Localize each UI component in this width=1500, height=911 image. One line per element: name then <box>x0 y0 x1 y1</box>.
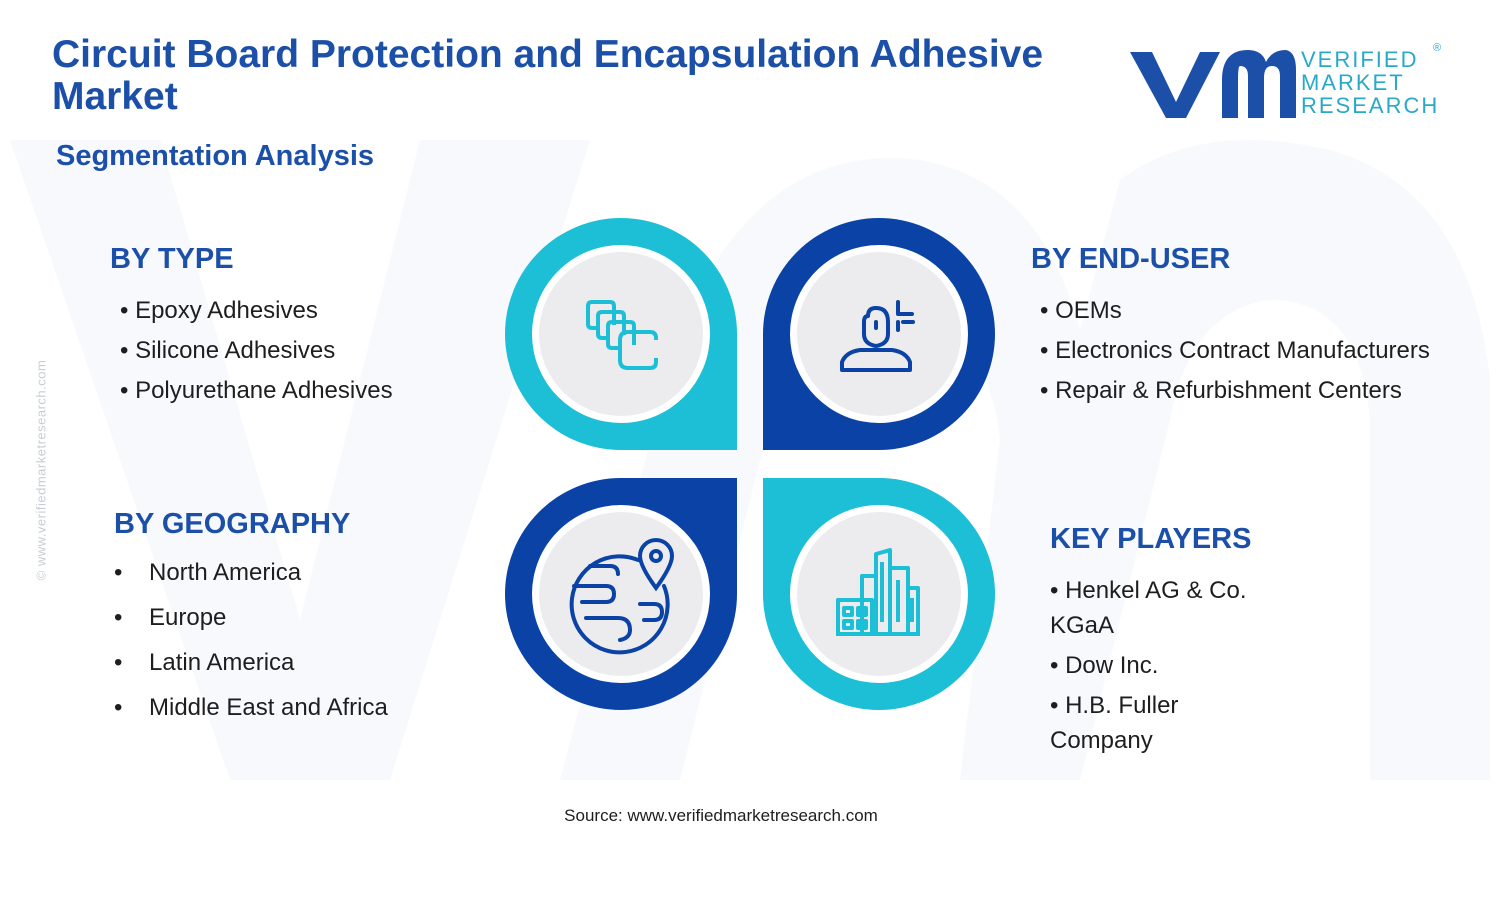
list-item: • OEMs <box>1040 297 1122 324</box>
brand-logo: VERIFIED MARKET RESEARCH ® <box>1128 40 1458 124</box>
segment-list-key-players: • Henkel AG & Co. KGaA • Dow Inc. • H.B.… <box>1050 573 1280 763</box>
list-item: • Silicone Adhesives <box>120 337 336 364</box>
logo-wordmark: VERIFIED MARKET RESEARCH <box>1301 48 1439 117</box>
logo-line-research: RESEARCH <box>1301 93 1440 118</box>
city-buildings-icon <box>836 548 920 636</box>
page-title: Circuit Board Protection and Encapsulati… <box>52 33 1044 118</box>
list-item: • Polyurethane Adhesives <box>120 377 393 404</box>
list-item-label: Latin America <box>149 649 295 676</box>
registered-mark: ® <box>1433 42 1442 54</box>
list-item: • Epoxy Adhesives <box>120 297 318 324</box>
list-item: • Europe <box>114 595 388 640</box>
user-profile-icon <box>840 300 915 372</box>
segment-heading-geography: BY GEOGRAPHY <box>114 508 351 540</box>
side-watermark-text: © www.verifiedmarketresearch.com <box>33 359 49 581</box>
list-item: • Henkel AG & Co. KGaA <box>1050 577 1247 639</box>
segment-list-geography: • North America • Europe • Latin America • M… <box>114 550 388 730</box>
list-item: • Dow Inc. <box>1050 652 1159 679</box>
list-item-label: North America <box>149 559 302 586</box>
list-item: • Middle East and Africa <box>114 685 388 730</box>
list-item: • Electronics Contract Manufacturers <box>1040 337 1430 364</box>
list-item-label: Middle East and Africa <box>149 694 388 721</box>
segment-list-end-user: • OEMs • Electronics Contract Manufactur… <box>1040 291 1430 411</box>
list-item: • Latin America <box>114 640 388 685</box>
globe-location-icon <box>569 538 675 655</box>
list-bullet: • <box>114 604 123 631</box>
segment-heading-key-players: KEY PLAYERS <box>1050 523 1252 555</box>
list-item-label: Europe <box>149 604 227 631</box>
segmentation-quadrant-graphic <box>505 218 995 710</box>
list-bullet: • <box>114 649 123 676</box>
segment-list-type: • Epoxy Adhesives • Silicone Adhesives •… <box>120 291 393 411</box>
segment-heading-type: BY TYPE <box>110 243 234 275</box>
list-item: • North America <box>114 550 388 595</box>
logo-line-verified: VERIFIED <box>1301 47 1419 72</box>
segment-heading-end-user: BY END-USER <box>1031 243 1231 275</box>
list-bullet: • <box>114 559 123 586</box>
logo-line-market: MARKET <box>1301 70 1405 95</box>
list-item: • Repair & Refurbishment Centers <box>1040 377 1402 404</box>
page-subtitle: Segmentation Analysis <box>56 140 375 172</box>
stacked-layers-icon <box>586 300 658 370</box>
list-bullet: • <box>114 694 123 721</box>
vmr-logo-mark-icon <box>1130 50 1296 118</box>
list-item: • H.B. Fuller Company <box>1050 692 1179 754</box>
source-footer: Source: www.verifiedmarketresearch.com <box>564 806 878 825</box>
